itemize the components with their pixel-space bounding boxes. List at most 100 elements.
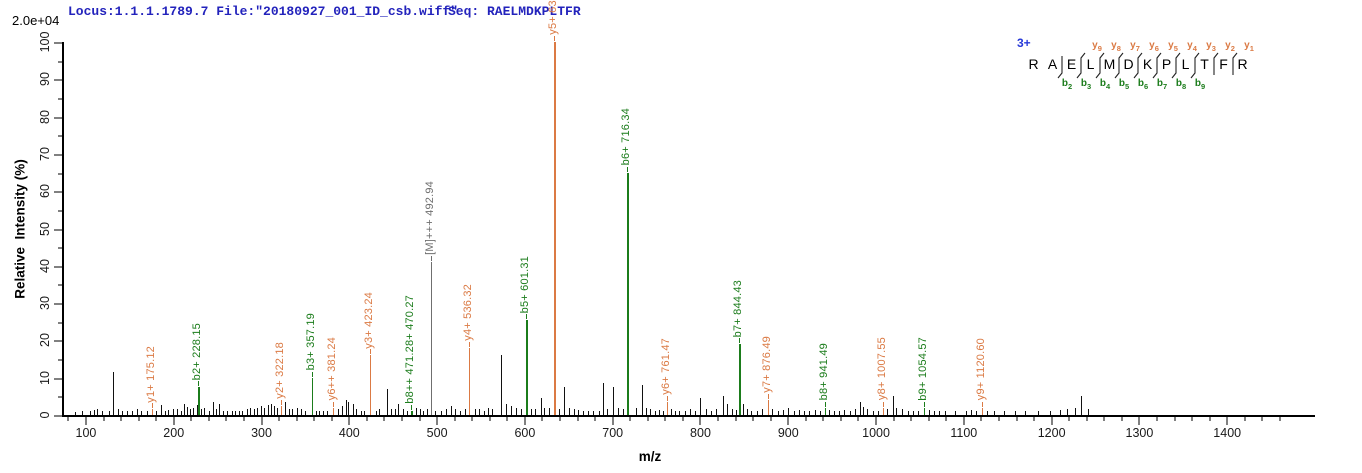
peak: [659, 409, 661, 415]
peak: [501, 355, 503, 415]
peak: [588, 411, 590, 415]
cleavage-mark: [1132, 50, 1144, 80]
peak: [375, 411, 377, 415]
peak: [510, 405, 512, 415]
peak: [394, 409, 396, 415]
peak: [235, 410, 237, 415]
x-tick: [1226, 417, 1228, 425]
peak: [227, 411, 229, 415]
peak: [222, 411, 224, 415]
x-tick: [612, 417, 614, 425]
peak: [635, 407, 637, 415]
peak: [860, 401, 862, 415]
x-tick: [331, 417, 333, 421]
y-tick: [58, 173, 62, 175]
peak: [520, 409, 522, 415]
cleavage-mark: [1075, 50, 1087, 80]
b-ion-label: b6: [1137, 78, 1149, 91]
x-tick: [506, 417, 508, 421]
peak-label: y3+ 423.24: [362, 291, 375, 349]
peak: [97, 409, 99, 415]
fragment-peak: [151, 409, 154, 415]
peak: [603, 383, 605, 415]
x-tick: [489, 417, 491, 421]
peak: [117, 409, 119, 415]
peak: [849, 411, 851, 415]
x-tick: [541, 417, 543, 421]
peak: [798, 409, 800, 415]
peak: [650, 409, 652, 415]
x-tick: [699, 417, 701, 425]
x-tick: [594, 417, 596, 421]
peak: [641, 385, 643, 415]
y-ion-label: y8: [1111, 40, 1121, 53]
x-tick: [243, 417, 245, 421]
y-tick: [58, 359, 62, 361]
x-tick: [1244, 417, 1246, 421]
peak: [292, 409, 294, 415]
peak: [364, 411, 366, 415]
residue: F: [1219, 56, 1228, 72]
x-tick: [647, 417, 649, 421]
x-tick: [436, 417, 438, 425]
cleavage-mark: [1170, 50, 1182, 80]
peak: [828, 409, 830, 415]
x-tick-label: 1200: [1037, 426, 1066, 440]
peak-label: y7+ 876.49: [760, 336, 773, 394]
x-tick: [945, 417, 947, 421]
y-tick-label: 60: [38, 184, 52, 199]
residue: P: [1161, 56, 1172, 72]
intensity-scale-text: 2.0e+04: [12, 13, 60, 28]
peak-label-connector: [627, 166, 629, 172]
y-tick-label: 40: [38, 258, 52, 273]
peak: [854, 409, 856, 415]
peak: [833, 411, 835, 415]
residue: K: [1142, 56, 1153, 72]
peak: [172, 409, 174, 415]
x-tick: [893, 417, 895, 421]
peak-label-connector: [526, 313, 528, 319]
peak: [267, 405, 269, 415]
x-axis-title: m/z: [638, 449, 662, 464]
peak-label: y8+ 1007.55: [875, 337, 888, 401]
peak: [654, 411, 656, 415]
peak: [419, 409, 421, 415]
y-tick-label: 50: [38, 221, 52, 236]
peak: [253, 409, 255, 415]
peak-label-connector: [369, 349, 371, 355]
x-tick: [296, 417, 298, 421]
fragment-peak: [198, 387, 200, 415]
x-tick: [383, 417, 385, 421]
y-tick: [54, 303, 62, 305]
x-tick-label: 400: [338, 426, 360, 440]
peak: [761, 409, 763, 415]
y-tick: [54, 154, 62, 156]
x-tick: [190, 417, 192, 421]
peak: [196, 405, 198, 415]
x-tick: [787, 417, 789, 425]
x-tick: [998, 417, 1000, 421]
y-tick-label: 30: [38, 296, 52, 311]
y-tick: [54, 191, 62, 193]
peak: [1025, 411, 1027, 415]
peak: [896, 407, 898, 415]
fragment-peak: [369, 355, 372, 415]
peak: [180, 411, 182, 415]
peak: [862, 406, 864, 415]
cleavage-mark: [1056, 50, 1068, 80]
peak: [1080, 396, 1082, 415]
peak-label: y5+ 633.37: [547, 0, 560, 35]
cleavage-mark: [1189, 50, 1201, 80]
peak: [246, 409, 248, 415]
peak-label: b5+ 601.31: [519, 255, 532, 313]
x-tick: [1138, 417, 1140, 425]
peak-label-connector: [666, 395, 668, 401]
x-tick-label: 500: [426, 426, 448, 440]
y-tick: [58, 61, 62, 63]
peak: [213, 401, 215, 415]
x-tick: [980, 417, 982, 421]
peak-label: b2+ 228.15: [191, 322, 204, 381]
peak: [593, 411, 595, 415]
x-tick: [138, 417, 140, 421]
